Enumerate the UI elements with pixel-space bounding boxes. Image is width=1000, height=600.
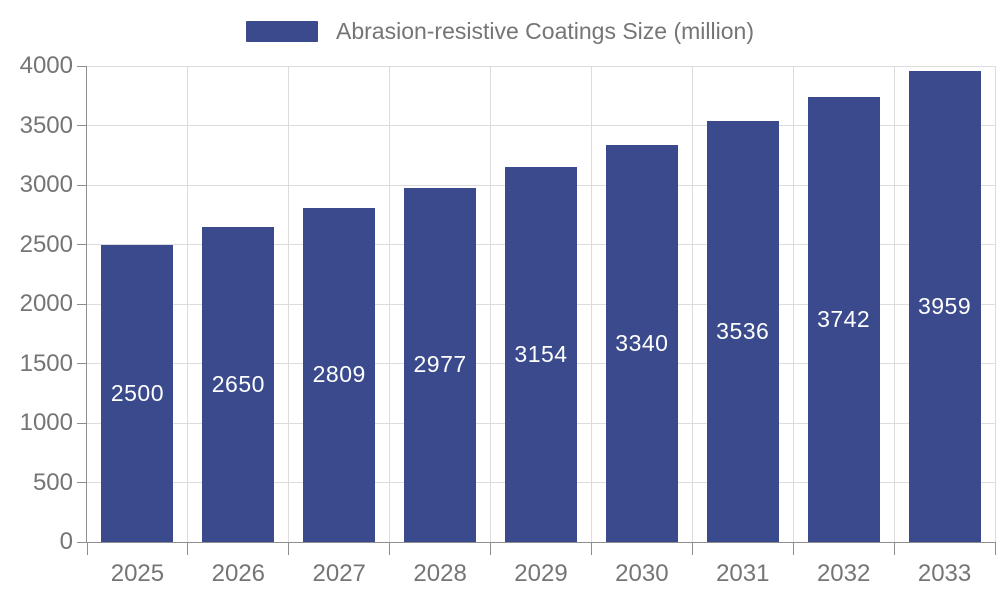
- bar[interactable]: 3340: [605, 144, 678, 542]
- y-tick-mark: [77, 65, 86, 67]
- gridline-v: [389, 66, 391, 542]
- gridline-v: [691, 66, 693, 542]
- y-axis-line: [86, 66, 87, 542]
- bar[interactable]: 2977: [404, 187, 477, 542]
- y-axis-label: 0: [59, 528, 73, 555]
- y-axis-label: 3500: [19, 111, 73, 139]
- y-axis-label: 1000: [19, 409, 73, 436]
- bar-value-label: 3742: [817, 305, 871, 332]
- bar-value-label: 2977: [413, 351, 467, 378]
- y-axis-label: 1500: [19, 349, 73, 377]
- gridline-v: [590, 66, 592, 542]
- legend[interactable]: Abrasion-resistive Coatings Size (millio…: [0, 15, 1000, 47]
- bar[interactable]: 3959: [908, 70, 981, 542]
- gridline-v: [792, 66, 794, 542]
- bar[interactable]: 3742: [807, 96, 880, 542]
- gridline-v: [187, 66, 189, 542]
- x-axis-label: 2030: [615, 560, 669, 587]
- bar-value-label: 3340: [615, 329, 669, 356]
- x-axis-label: 2027: [312, 560, 366, 587]
- y-axis-label: 2000: [19, 290, 73, 317]
- x-axis-label: 2028: [413, 560, 467, 587]
- y-tick-mark: [77, 303, 86, 305]
- bar-value-label: 2650: [211, 370, 265, 397]
- y-axis-label: 2500: [19, 230, 73, 258]
- y-tick-mark: [77, 184, 86, 186]
- y-tick-mark: [77, 363, 86, 364]
- y-tick-mark: [77, 422, 86, 424]
- x-axis-label: 2025: [110, 560, 165, 587]
- gridline-v: [288, 66, 290, 542]
- legend-swatch: [246, 20, 318, 42]
- y-axis-label: 4000: [19, 52, 73, 79]
- bar[interactable]: 2500: [101, 244, 174, 542]
- bar-value-label: 3959: [917, 292, 972, 319]
- x-tick-mark: [691, 542, 693, 555]
- x-tick-mark: [389, 542, 391, 555]
- gridline-h: [87, 65, 995, 67]
- x-tick-mark: [187, 542, 189, 555]
- bar-value-label: 2809: [312, 361, 366, 388]
- bar[interactable]: 2809: [303, 207, 376, 542]
- y-tick-mark: [77, 482, 86, 483]
- gridline-v: [490, 66, 492, 542]
- x-tick-mark: [994, 542, 996, 555]
- x-axis-label: 2032: [816, 560, 871, 587]
- x-tick-mark: [86, 542, 88, 555]
- bar-value-label: 2500: [110, 379, 165, 406]
- x-axis-label: 2033: [917, 560, 972, 587]
- y-tick-mark: [77, 125, 86, 126]
- bar[interactable]: 3536: [706, 121, 779, 542]
- x-tick-mark: [590, 542, 592, 555]
- legend-label: Abrasion-resistive Coatings Size (millio…: [336, 18, 754, 44]
- bar[interactable]: 2650: [202, 226, 275, 542]
- x-axis-label: 2031: [716, 560, 770, 587]
- bar[interactable]: 3154: [505, 166, 577, 542]
- y-axis-label: 3000: [19, 171, 73, 198]
- x-tick-mark: [288, 542, 290, 555]
- x-tick-mark: [792, 542, 794, 555]
- bar-value-label: 3154: [514, 340, 568, 367]
- x-axis-line: [86, 541, 995, 543]
- x-axis-label: 2029: [514, 560, 568, 587]
- y-tick-mark: [77, 541, 86, 543]
- x-tick-mark: [893, 542, 895, 555]
- gridline-h: [87, 125, 995, 126]
- gridline-v: [893, 66, 895, 542]
- x-tick-mark: [490, 542, 492, 555]
- y-axis-label: 500: [32, 468, 73, 496]
- bar-value-label: 3536: [716, 318, 770, 345]
- x-axis-label: 2026: [211, 560, 266, 587]
- gridline-v: [994, 66, 996, 542]
- y-tick-mark: [77, 244, 86, 245]
